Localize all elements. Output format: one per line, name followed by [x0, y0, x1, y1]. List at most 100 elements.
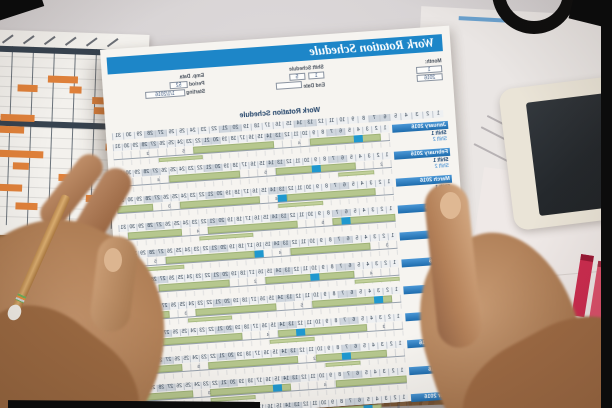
- tablet: [498, 66, 612, 232]
- day-cell: 11: [290, 131, 301, 139]
- day-cell: 26: [165, 128, 177, 137]
- day-cell: 13: [280, 240, 290, 248]
- day-cell: 6: [350, 343, 360, 352]
- day-cell: 3: [367, 207, 378, 215]
- shift-code: 4: [274, 195, 278, 202]
- day-cell: 30: [125, 196, 135, 205]
- day-cell: 29: [133, 131, 145, 139]
- day-cell: 7: [339, 317, 350, 325]
- starting-label: Starting: [186, 88, 206, 97]
- day-cell: 24: [182, 247, 192, 255]
- day-cell: 2: [376, 206, 387, 215]
- shift-code: 4: [369, 270, 373, 276]
- day-cell: 4: [364, 288, 374, 297]
- day-cell: 11: [294, 185, 305, 193]
- day-cell: 2: [371, 125, 381, 134]
- day-cell: 30: [127, 223, 137, 232]
- day-cell: 2: [386, 341, 396, 349]
- day-cell: 4: [370, 369, 380, 377]
- day-cell: 11: [305, 346, 316, 355]
- shift-code: 3: [146, 150, 150, 156]
- day-cell: 4: [400, 112, 412, 121]
- day-cell: 1: [391, 286, 401, 295]
- day-cell: 24: [184, 274, 194, 282]
- day-cell: 22: [204, 299, 214, 308]
- shift-value-a-box: 1: [308, 71, 325, 80]
- day-cell: 16: [248, 161, 258, 169]
- day-cell: 10: [299, 130, 310, 139]
- day-cell: 24: [186, 127, 198, 136]
- shift-code: 2: [380, 161, 383, 167]
- day-cell: 2: [372, 152, 383, 161]
- day-cell: 30: [121, 143, 131, 151]
- day-cell: 3: [365, 180, 376, 188]
- day-cell: 24: [176, 166, 187, 174]
- day-cell: 5: [351, 235, 362, 243]
- shift-code: 5: [300, 302, 304, 308]
- day-cell: 20: [229, 124, 241, 133]
- day-cell: 27: [155, 248, 166, 257]
- day-cell: 4: [353, 126, 363, 135]
- day-cell: 10: [303, 184, 313, 193]
- schedule-title: Work Rotation Schedule: [308, 35, 435, 59]
- day-cell: 8: [327, 264, 337, 272]
- day-cell: 5: [344, 127, 354, 136]
- end-date-label: End Date: [303, 82, 326, 90]
- day-cell: 22: [196, 191, 206, 200]
- day-cell: 5: [353, 262, 364, 270]
- day-cell: 2: [374, 179, 385, 188]
- day-cell: 25: [167, 166, 178, 175]
- shift-code: 4: [157, 177, 161, 183]
- gantt-bar: [0, 183, 23, 192]
- day-cell: 16: [257, 295, 267, 304]
- day-cell: 11: [304, 319, 314, 328]
- day-cell: 14: [281, 375, 291, 384]
- day-cell: 6: [337, 155, 347, 163]
- day-cell: 18: [234, 216, 244, 225]
- marker-cell: [277, 194, 287, 202]
- day-cell: 2: [380, 260, 390, 268]
- day-cell: 27: [163, 356, 173, 365]
- day-cell: 10: [301, 157, 312, 166]
- day-cell: 27: [165, 383, 175, 392]
- day-cell: 22: [202, 272, 212, 281]
- day-cell: 1: [385, 205, 396, 214]
- month-label-column: January 2016 Shift 1 Shift 2: [391, 120, 449, 147]
- gantt-bar: [69, 86, 82, 94]
- gantt-bar: [47, 75, 79, 84]
- gantt-column-label: [64, 36, 77, 46]
- day-cell: 25: [166, 139, 176, 148]
- day-cell: 31: [112, 132, 124, 141]
- day-cell: 9: [310, 156, 320, 165]
- day-cell: 15: [266, 295, 276, 303]
- gantt-column-label: [22, 35, 35, 45]
- day-cell: 17: [241, 188, 251, 197]
- day-cell: 21: [211, 272, 221, 280]
- shift-code: 5: [264, 169, 268, 175]
- day-cell: 12: [295, 320, 305, 329]
- gantt-column-label: [43, 35, 56, 46]
- day-cell: 24: [186, 300, 196, 309]
- day-cell: 22: [192, 138, 203, 146]
- day-cell: 10: [305, 211, 315, 220]
- day-cell: 8: [321, 183, 331, 191]
- shift-code: 3: [167, 203, 171, 209]
- marker-cell: [309, 273, 320, 281]
- day-cell: 29: [130, 142, 140, 151]
- day-cell: 19: [228, 270, 239, 279]
- day-cell: 21: [203, 164, 213, 173]
- day-cell: 13: [274, 159, 285, 168]
- day-cell: 29: [134, 196, 144, 204]
- day-cell: 14: [267, 187, 278, 195]
- gantt-bar: [0, 125, 25, 134]
- marker-cell: [254, 250, 264, 258]
- day-cell: 18: [250, 122, 263, 131]
- day-cell: 7: [326, 128, 336, 137]
- day-cell: 15: [255, 133, 265, 142]
- day-cell: 3: [381, 395, 391, 404]
- day-cell: 5: [355, 289, 366, 297]
- day-cell: 11: [300, 265, 310, 274]
- day-cell: 13: [278, 213, 289, 221]
- day-cell: 30: [122, 131, 134, 140]
- day-cell: 4: [355, 153, 365, 162]
